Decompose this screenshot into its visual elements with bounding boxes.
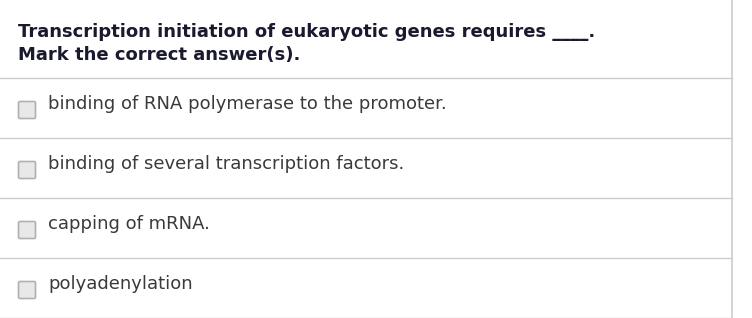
Text: binding of several transcription factors.: binding of several transcription factors…	[48, 155, 405, 173]
FancyBboxPatch shape	[19, 281, 35, 299]
Text: Transcription initiation of eukaryotic genes requires ____.: Transcription initiation of eukaryotic g…	[18, 23, 596, 41]
Text: binding of RNA polymerase to the promoter.: binding of RNA polymerase to the promote…	[48, 95, 447, 113]
FancyBboxPatch shape	[19, 222, 35, 238]
Text: polyadenylation: polyadenylation	[48, 275, 193, 293]
Text: capping of mRNA.: capping of mRNA.	[48, 215, 210, 233]
FancyBboxPatch shape	[19, 162, 35, 178]
Text: Mark the correct answer(s).: Mark the correct answer(s).	[18, 46, 300, 64]
FancyBboxPatch shape	[19, 101, 35, 119]
